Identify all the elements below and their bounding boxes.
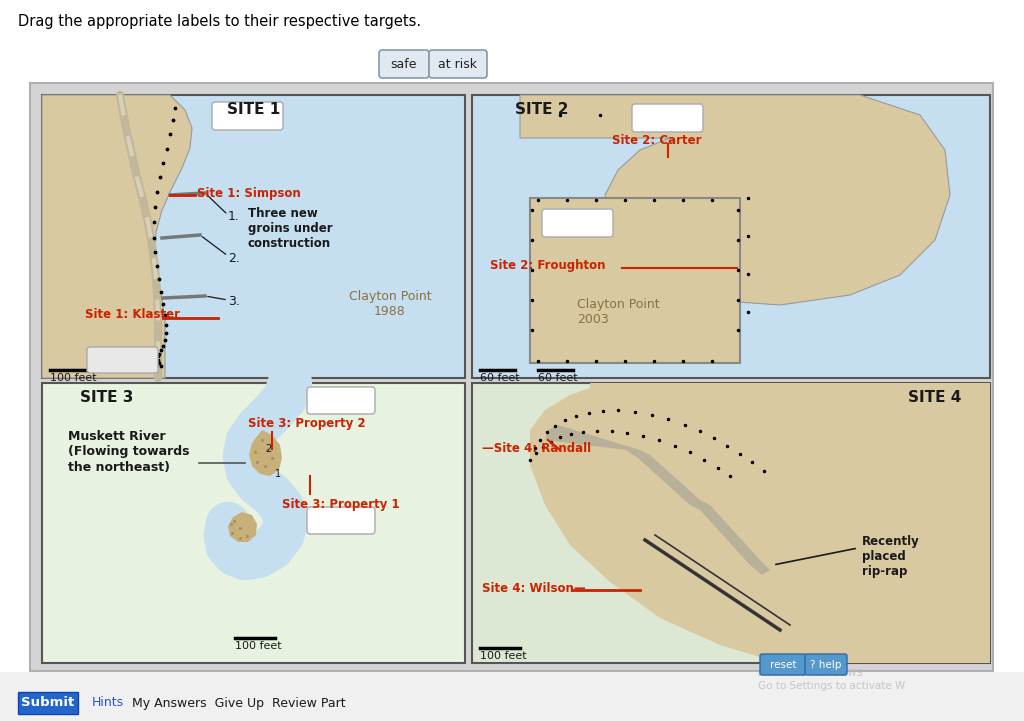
Text: at risk: at risk — [438, 58, 477, 71]
Text: reset: reset — [770, 660, 797, 670]
Bar — [472, 383, 990, 663]
Text: SITE 1: SITE 1 — [227, 102, 281, 117]
Bar — [42, 95, 465, 378]
Text: Site 3: Property 1: Site 3: Property 1 — [282, 498, 399, 511]
Text: —Site 4: Randall: —Site 4: Randall — [482, 441, 591, 454]
FancyBboxPatch shape — [87, 347, 158, 373]
Text: 2: 2 — [265, 444, 271, 454]
Text: Three new
groins under
construction: Three new groins under construction — [248, 207, 333, 250]
Text: Clayton Point
2003: Clayton Point 2003 — [577, 298, 659, 326]
FancyBboxPatch shape — [212, 102, 283, 130]
Polygon shape — [42, 95, 193, 378]
Text: ? help: ? help — [810, 660, 842, 670]
Bar — [18, 692, 78, 714]
Text: SITE 2: SITE 2 — [515, 102, 568, 117]
Text: 100 feet: 100 feet — [480, 651, 526, 661]
Text: 3.: 3. — [228, 295, 240, 308]
FancyBboxPatch shape — [760, 654, 806, 675]
FancyBboxPatch shape — [379, 50, 429, 78]
Text: 100 feet: 100 feet — [50, 373, 96, 383]
Text: Drag the appropriate labels to their respective targets.: Drag the appropriate labels to their res… — [18, 14, 421, 29]
FancyBboxPatch shape — [632, 104, 703, 132]
Text: 2.: 2. — [228, 252, 240, 265]
Text: Recently
placed
rip-rap: Recently placed rip-rap — [862, 535, 920, 578]
Polygon shape — [520, 95, 950, 305]
Text: My Answers  Give Up  Review Part: My Answers Give Up Review Part — [132, 696, 346, 709]
Text: Site 2: Carter: Site 2: Carter — [612, 133, 701, 146]
FancyBboxPatch shape — [805, 654, 847, 675]
Text: SITE 3: SITE 3 — [80, 389, 134, 404]
Text: Hints: Hints — [92, 696, 124, 709]
Text: Site 2: Froughton: Site 2: Froughton — [490, 259, 605, 272]
Text: Site 3: Property 2: Site 3: Property 2 — [248, 417, 366, 430]
Polygon shape — [545, 425, 770, 575]
Bar — [30, 83, 993, 671]
Bar — [42, 383, 465, 663]
Text: Site 1: Simpson: Site 1: Simpson — [197, 187, 301, 200]
Text: Muskett River
(Flowing towards
the northeast): Muskett River (Flowing towards the north… — [68, 430, 189, 474]
Text: safe: safe — [391, 58, 417, 71]
Text: Site 1: Klaster: Site 1: Klaster — [85, 309, 180, 322]
FancyBboxPatch shape — [542, 209, 613, 237]
FancyBboxPatch shape — [307, 387, 375, 414]
Polygon shape — [530, 383, 990, 663]
Bar — [530, 198, 740, 363]
Text: 60 feet: 60 feet — [538, 373, 578, 383]
Text: Site 4: Wilson—: Site 4: Wilson— — [482, 582, 586, 595]
Text: 1.: 1. — [228, 210, 240, 223]
Polygon shape — [228, 512, 257, 542]
Text: Go to Settings to activate W: Go to Settings to activate W — [758, 681, 905, 691]
Bar — [472, 95, 990, 378]
Text: SITE 4: SITE 4 — [908, 389, 962, 404]
Text: 1: 1 — [274, 469, 281, 479]
Text: Submit: Submit — [22, 696, 75, 709]
FancyBboxPatch shape — [429, 50, 487, 78]
Text: Clayton Point
1988: Clayton Point 1988 — [349, 290, 431, 318]
FancyBboxPatch shape — [307, 507, 375, 534]
Text: Activate Windows: Activate Windows — [758, 666, 863, 679]
Polygon shape — [249, 430, 282, 476]
Text: 100 feet: 100 feet — [234, 641, 282, 651]
Bar — [0, 672, 1024, 721]
Text: 60 feet: 60 feet — [480, 373, 519, 383]
